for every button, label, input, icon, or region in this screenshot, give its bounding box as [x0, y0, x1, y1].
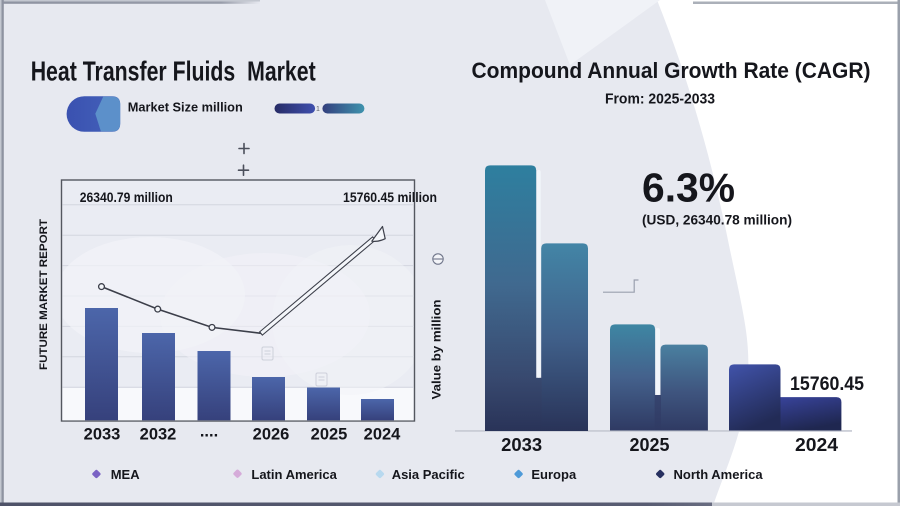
- svg-text:From: 2025-2033: From: 2025-2033: [605, 92, 715, 108]
- svg-text:Asia Pacific: Asia Pacific: [392, 467, 465, 482]
- svg-text:North America: North America: [674, 467, 764, 482]
- svg-text:2024: 2024: [795, 434, 839, 455]
- svg-text:Value by million: Value by million: [430, 300, 444, 400]
- svg-text:(USD, 26340.78 million): (USD, 26340.78 million): [642, 212, 792, 228]
- svg-text:26340.79 million: 26340.79 million: [80, 190, 173, 205]
- svg-text:Compound Annual Growth Rate (C: Compound Annual Growth Rate (CAGR): [472, 58, 871, 83]
- svg-text:2025: 2025: [630, 434, 670, 455]
- svg-text:MEA: MEA: [111, 467, 141, 482]
- svg-text:1: 1: [316, 106, 320, 113]
- svg-text:Market Size million: Market Size million: [128, 100, 243, 115]
- svg-text:FUTURE MARKET REPORT: FUTURE MARKET REPORT: [38, 219, 50, 370]
- svg-text:Europa: Europa: [531, 467, 577, 482]
- svg-text:15760.45: 15760.45: [790, 374, 864, 395]
- svg-text:....: ....: [200, 423, 218, 441]
- svg-text:6.3%: 6.3%: [642, 165, 735, 211]
- svg-text:2024: 2024: [364, 426, 402, 444]
- svg-text:2032: 2032: [140, 426, 177, 444]
- svg-text:Heat Transfer Fluids Market: Heat Transfer Fluids Market: [31, 56, 316, 87]
- svg-text:15760.45 million: 15760.45 million: [343, 190, 437, 205]
- svg-text:2033: 2033: [84, 426, 121, 444]
- svg-text:2026: 2026: [253, 426, 290, 444]
- svg-text:Latin America: Latin America: [251, 467, 337, 482]
- svg-text:2025: 2025: [311, 426, 348, 444]
- svg-text:2033: 2033: [501, 434, 542, 455]
